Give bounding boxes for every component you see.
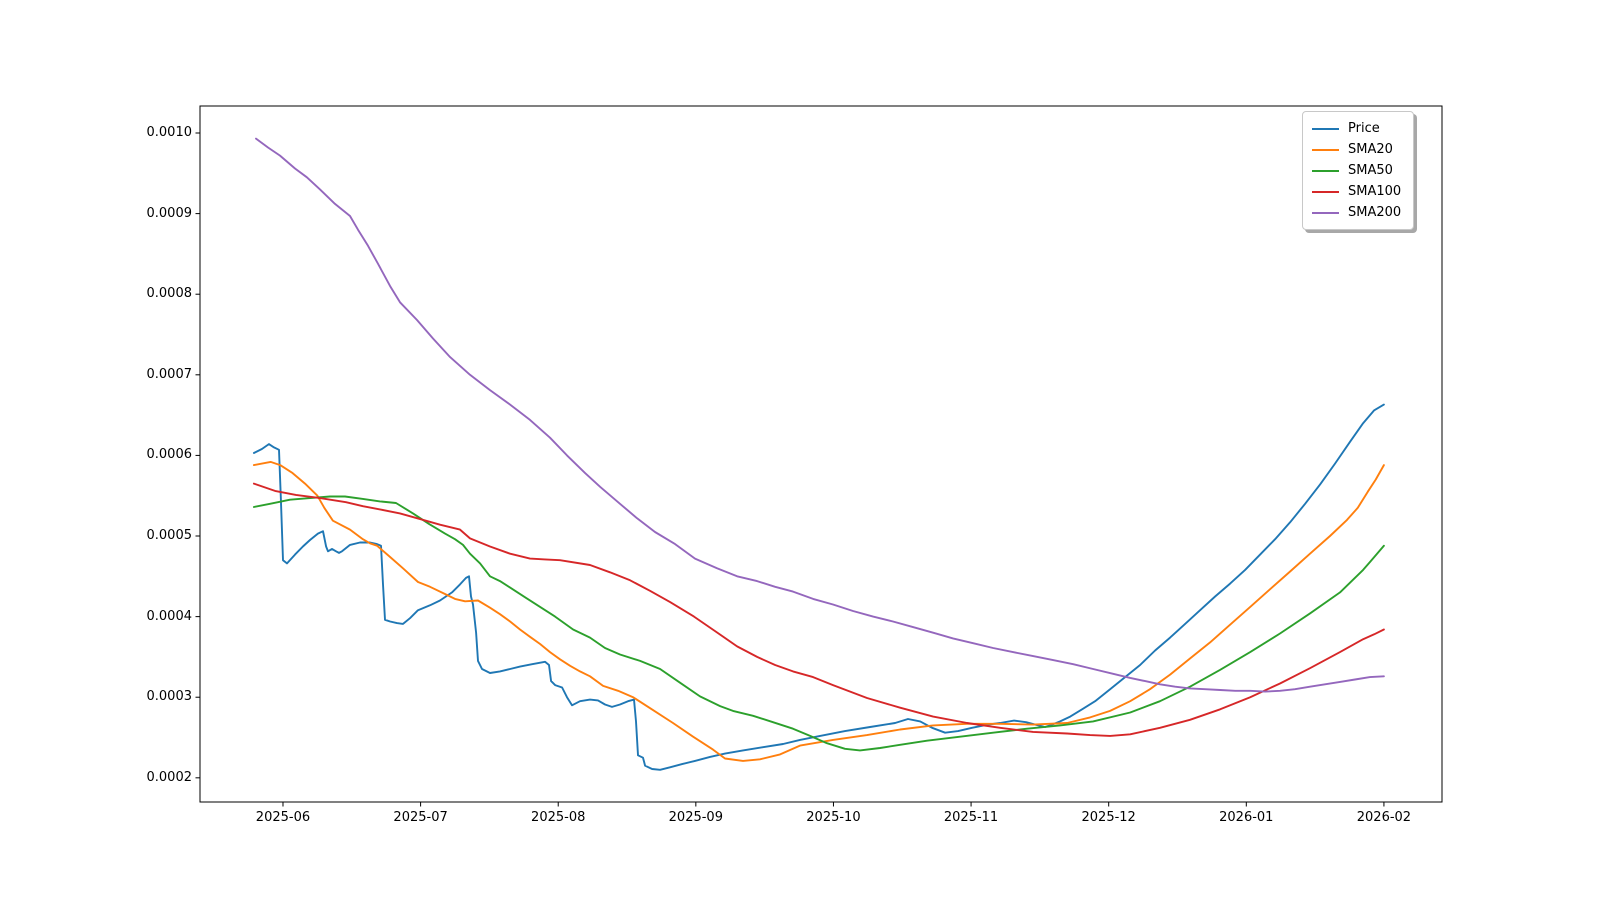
legend-label: SMA50 [1348,163,1393,178]
y-tick-label: 0.0002 [146,769,193,785]
legend-line-swatch [1312,127,1339,130]
plot-border [199,105,1443,803]
y-tick-label: 0.0010 [146,125,193,140]
y-tick-label: 0.0007 [146,366,193,382]
x-tick-label: 2025-07 [393,810,448,825]
series-line-SMA20 [252,460,1385,762]
series-line-Price [252,403,1385,771]
x-tick-label: 2025-08 [531,810,586,825]
x-tick-label: 2025-10 [806,810,861,825]
legend-entry: SMA50 [1312,160,1401,181]
legend-entry: SMA20 [1312,139,1401,160]
x-tick-label: 2025-12 [1081,810,1136,825]
series-line-SMA100 [252,482,1385,737]
y-tick-label: 0.0008 [146,286,193,302]
series-line-SMA200 [255,137,1385,693]
y-tick-label: 0.0004 [146,608,193,624]
legend-label: Price [1348,121,1380,136]
y-tick-label: 0.0006 [146,447,193,463]
legend-label: SMA20 [1348,142,1393,157]
x-tick-label: 2026-01 [1219,810,1274,825]
legend-label: SMA100 [1348,184,1402,199]
x-tick-label: 2025-11 [943,810,999,825]
legend-line-swatch [1312,148,1339,151]
legend-entry: SMA100 [1312,181,1401,202]
y-tick-label: 0.0005 [146,528,193,543]
legend-label: SMA200 [1348,205,1402,220]
legend-entry: SMA200 [1312,202,1401,223]
y-tick-label: 0.0009 [146,205,193,221]
x-tick-label: 2025-09 [668,810,723,825]
y-tick-label: 0.0003 [146,689,193,705]
legend-line-swatch [1312,211,1339,214]
legend: Price SMA20 SMA50 SMA100 SMA200 [1302,111,1415,230]
legend-line-swatch [1312,190,1339,193]
legend-line-swatch [1312,169,1339,172]
legend-entry: Price [1312,118,1401,139]
x-tick-label: 2026-02 [1356,810,1412,825]
x-tick-label: 2025-06 [255,810,311,825]
